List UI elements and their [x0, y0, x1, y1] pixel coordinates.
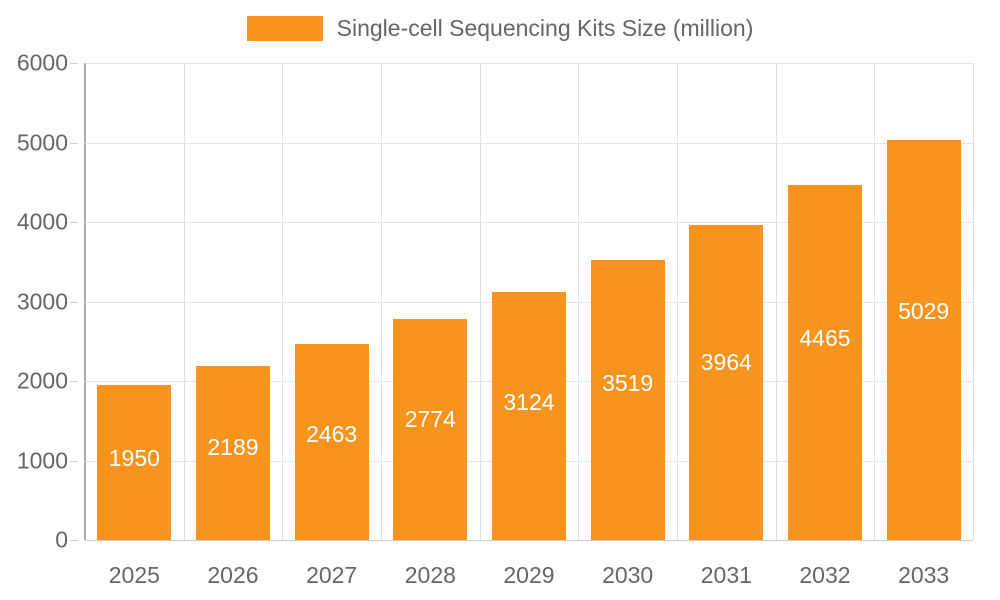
y-axis-tick-label: 3000	[16, 288, 68, 314]
y-axis-tick-mark	[70, 142, 78, 144]
y-axis-tick-mark	[70, 381, 78, 382]
bar-2031[interactable]: 3964	[689, 224, 764, 540]
gridline-vertical	[677, 63, 678, 540]
gridline-horizontal	[85, 540, 973, 541]
bar-group-2028: 2774	[381, 63, 480, 540]
gridline-horizontal	[85, 63, 973, 64]
y-axis-tick-label: 0	[55, 526, 68, 553]
x-axis-tick-2029: 2029	[480, 540, 579, 600]
x-axis-tick-label: 2026	[207, 562, 259, 588]
y-axis-tick-label: 1000	[16, 447, 68, 473]
bar-value-label: 3124	[503, 388, 555, 415]
bar-2025[interactable]: 1950	[97, 384, 172, 540]
x-axis-tick-2025: 2025	[85, 540, 184, 600]
gridline-horizontal	[85, 142, 973, 144]
color-swatch-icon	[246, 15, 323, 41]
bar-2033[interactable]: 5029	[886, 140, 961, 540]
x-axis-tick-label: 2028	[404, 562, 456, 588]
y-axis-tick-label: 6000	[16, 49, 68, 76]
plot-area: 1950 2189 2463 2774 3124 3519 3964 4465 5029	[84, 63, 974, 541]
bar-group-2025: 1950	[85, 63, 184, 540]
y-axis: 0 1000 2000 3000 4000 5000 6000	[0, 51, 78, 551]
bar-2027[interactable]: 2463	[294, 344, 369, 540]
bar-value-label: 2463	[306, 420, 358, 447]
bar-group-2027: 2463	[282, 63, 381, 540]
x-axis-tick-2026: 2026	[184, 540, 283, 600]
gridline-vertical	[776, 63, 777, 540]
bar-value-label: 4465	[799, 325, 851, 352]
x-axis-tick-2027: 2027	[282, 540, 381, 600]
x-axis-tick-label: 2027	[306, 562, 358, 588]
bar-value-label: 2774	[404, 405, 456, 432]
bar-2030[interactable]: 3519	[590, 260, 665, 540]
gridline-vertical	[578, 63, 579, 540]
x-axis-tick-2033: 2033	[874, 540, 973, 600]
bar-group-2032: 4465	[776, 63, 875, 540]
y-axis-tick-mark	[70, 63, 78, 64]
bar-group-2029: 3124	[480, 63, 579, 540]
y-axis-tick-mark	[70, 460, 78, 462]
y-axis-tick-label: 4000	[16, 208, 68, 235]
y-axis-tick-label: 5000	[16, 129, 68, 155]
gridline-vertical	[973, 63, 974, 540]
gridline-vertical	[874, 63, 875, 540]
x-axis-tick-2032: 2032	[776, 540, 875, 600]
bar-group-2033: 5029	[874, 63, 973, 540]
bar-value-label: 2189	[207, 433, 259, 460]
y-axis-tick-mark	[70, 301, 78, 303]
x-axis-tick-2031: 2031	[677, 540, 776, 600]
bar-value-label: 1950	[108, 444, 160, 471]
chart-legend: Single-cell Sequencing Kits Size (millio…	[0, 0, 1000, 56]
x-axis-tick-label: 2032	[799, 562, 851, 588]
bar-2028[interactable]: 2774	[393, 319, 468, 540]
x-axis-tick-label: 2031	[700, 562, 752, 588]
x-axis-tick-label: 2025	[108, 562, 160, 588]
bar-value-label: 3519	[602, 370, 654, 397]
x-axis-tick-label: 2030	[602, 562, 654, 588]
y-axis-tick-label: 2000	[16, 367, 68, 394]
gridline-vertical	[184, 63, 185, 540]
legend-item-label: Single-cell Sequencing Kits Size (millio…	[336, 14, 754, 41]
legend-item-single-cell-sequencing-kits-size[interactable]: Single-cell Sequencing Kits Size (millio…	[246, 14, 754, 41]
bar-value-label: 5029	[898, 298, 950, 325]
gridline-vertical	[480, 63, 481, 540]
gridline-horizontal	[85, 222, 973, 223]
x-axis-tick-label: 2029	[503, 562, 555, 588]
bar-2029[interactable]: 3124	[491, 291, 566, 540]
x-axis-tick-label: 2033	[898, 562, 950, 588]
x-axis: 2025 2026 2027 2028 2029 2030 2031 2032 2033	[85, 540, 973, 600]
x-axis-tick-2030: 2030	[578, 540, 677, 600]
gridline-vertical	[381, 63, 382, 540]
bar-group-2030: 3519	[578, 63, 677, 540]
x-axis-tick-2028: 2028	[381, 540, 480, 600]
bar-group-2026: 2189	[184, 63, 283, 540]
bar-2026[interactable]: 2189	[195, 365, 270, 540]
y-axis-tick-mark	[70, 222, 78, 223]
y-axis-tick-mark	[70, 540, 78, 541]
gridline-vertical	[282, 63, 283, 540]
bar-value-label: 3964	[700, 348, 752, 375]
bar-2032[interactable]: 4465	[787, 185, 862, 540]
bar-group-2031: 3964	[677, 63, 776, 540]
